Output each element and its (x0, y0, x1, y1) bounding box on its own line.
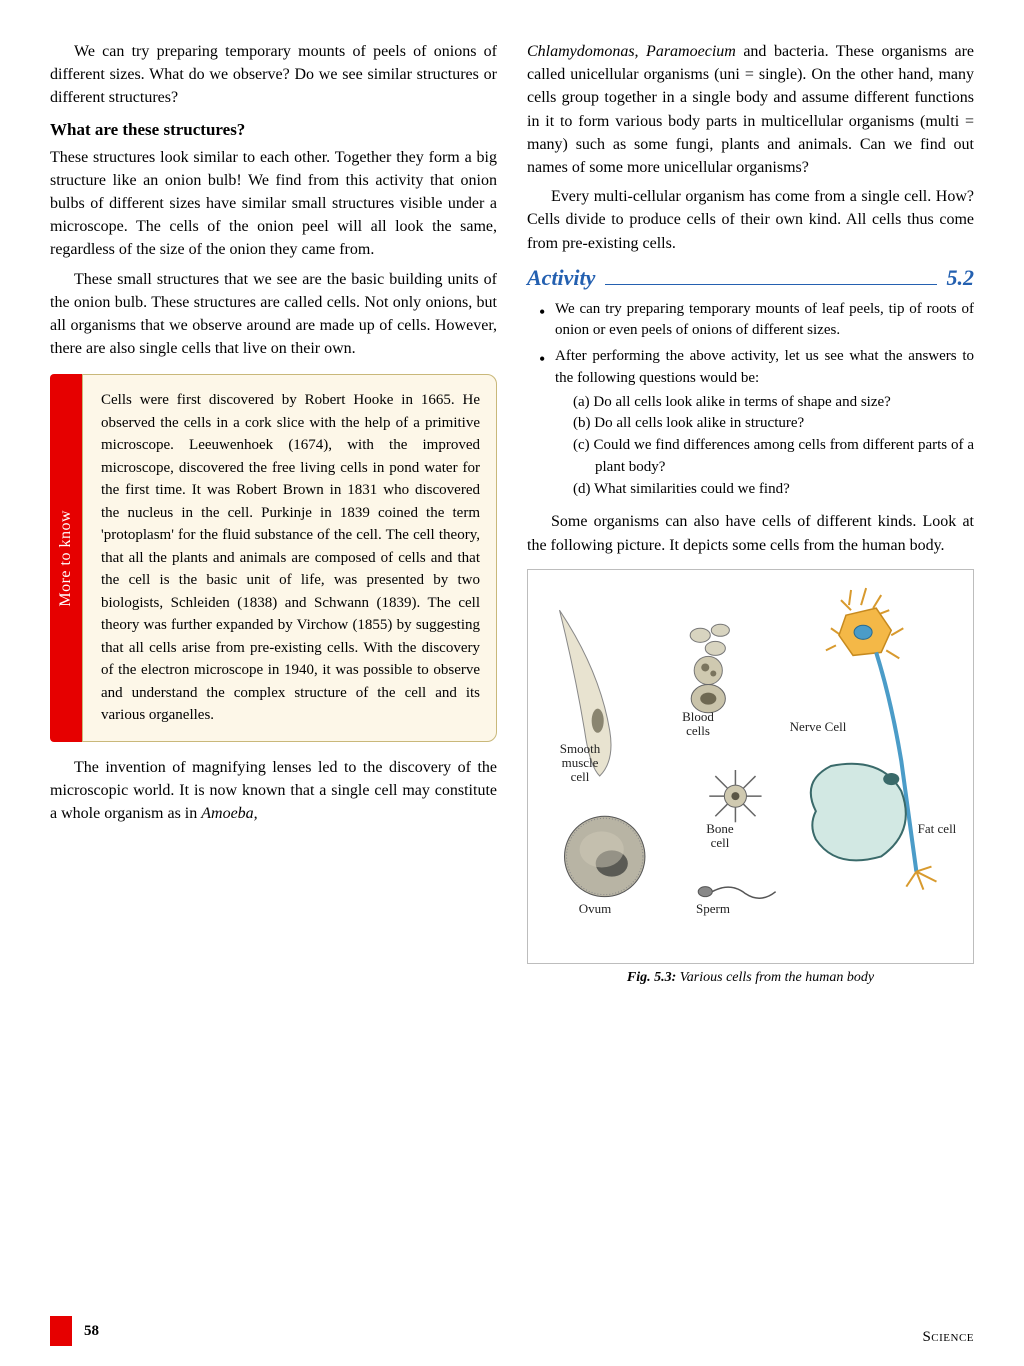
paragraph-3-italic: Amoeba, (201, 805, 257, 822)
page-footer: 58 Science (0, 1316, 1024, 1346)
right-paragraph-2: Every multi-cellular organism has come f… (527, 185, 974, 255)
activity-number: 5.2 (947, 265, 975, 291)
caption-bold: Fig. 5.3: (627, 970, 676, 985)
more-to-know-tab: More to know (50, 374, 82, 742)
activity-list: We can try preparing temporary mounts of… (537, 299, 974, 501)
activity-sub-list: (a) Do all cells look alike in terms of … (555, 392, 974, 501)
activity-rule-line (605, 284, 936, 285)
label-fat-cell: Fat cell (911, 822, 963, 836)
activity-header: Activity 5.2 (527, 265, 974, 291)
intro-paragraph: We can try preparing temporary mounts of… (50, 40, 497, 110)
label-nerve-cell: Nerve Cell (783, 720, 853, 734)
paragraph-3: The invention of magnifying lenses led t… (50, 756, 497, 826)
right-paragraph-3: Some organisms can also have cells of di… (527, 510, 974, 556)
sub-question-b: (b) Do all cells look alike in structure… (573, 413, 974, 435)
more-to-know-box: More to know Cells were first discovered… (50, 374, 497, 742)
sub-question-a: (a) Do all cells look alike in terms of … (573, 392, 974, 414)
paragraph-2: These small structures that we see are t… (50, 268, 497, 361)
sub-question-d: (d) What similarities could we find? (573, 479, 974, 501)
left-column: We can try preparing temporary mounts of… (50, 40, 497, 986)
right-para1-rest: and bacteria. These organisms are called… (527, 43, 974, 176)
activity-item-2-text: After performing the above activity, let… (555, 348, 974, 386)
page-number: 58 (84, 1323, 99, 1340)
activity-title: Activity (527, 265, 595, 291)
caption-italic: Various cells from the human body (676, 970, 874, 985)
organism-names-italic: Chlamydomonas, Paramoecium (527, 43, 736, 60)
activity-item-2: After performing the above activity, let… (537, 346, 974, 500)
subject-label: Science (922, 1329, 974, 1346)
sub-question-c: (c) Could we find differences among cell… (573, 435, 974, 479)
page: We can try preparing temporary mounts of… (0, 0, 1024, 1016)
paragraph-1: These structures look similar to each ot… (50, 146, 497, 262)
footer-left: 58 (50, 1316, 99, 1346)
activity-body: We can try preparing temporary mounts of… (527, 299, 974, 501)
right-column: Chlamydomonas, Paramoecium and bacteria.… (527, 40, 974, 986)
label-bone-cell: Bonecell (700, 822, 740, 851)
red-corner-box (50, 1316, 72, 1346)
figure-5-3: Smoothmusclecell Bloodcells Nerve Cell B… (527, 569, 974, 964)
label-ovum: Ovum (570, 902, 620, 916)
right-paragraph-1: Chlamydomonas, Paramoecium and bacteria.… (527, 40, 974, 179)
label-blood-cells: Bloodcells (673, 710, 723, 739)
figure-caption: Fig. 5.3: Various cells from the human b… (527, 970, 974, 986)
section-heading: What are these structures? (50, 120, 497, 140)
label-sperm: Sperm (688, 902, 738, 916)
more-to-know-label: More to know (57, 510, 75, 607)
more-to-know-text: Cells were first discovered by Robert Ho… (82, 374, 497, 742)
paragraph-3-text: The invention of magnifying lenses led t… (50, 759, 497, 822)
label-smooth-muscle: Smoothmusclecell (550, 742, 610, 785)
activity-item-1: We can try preparing temporary mounts of… (537, 299, 974, 343)
